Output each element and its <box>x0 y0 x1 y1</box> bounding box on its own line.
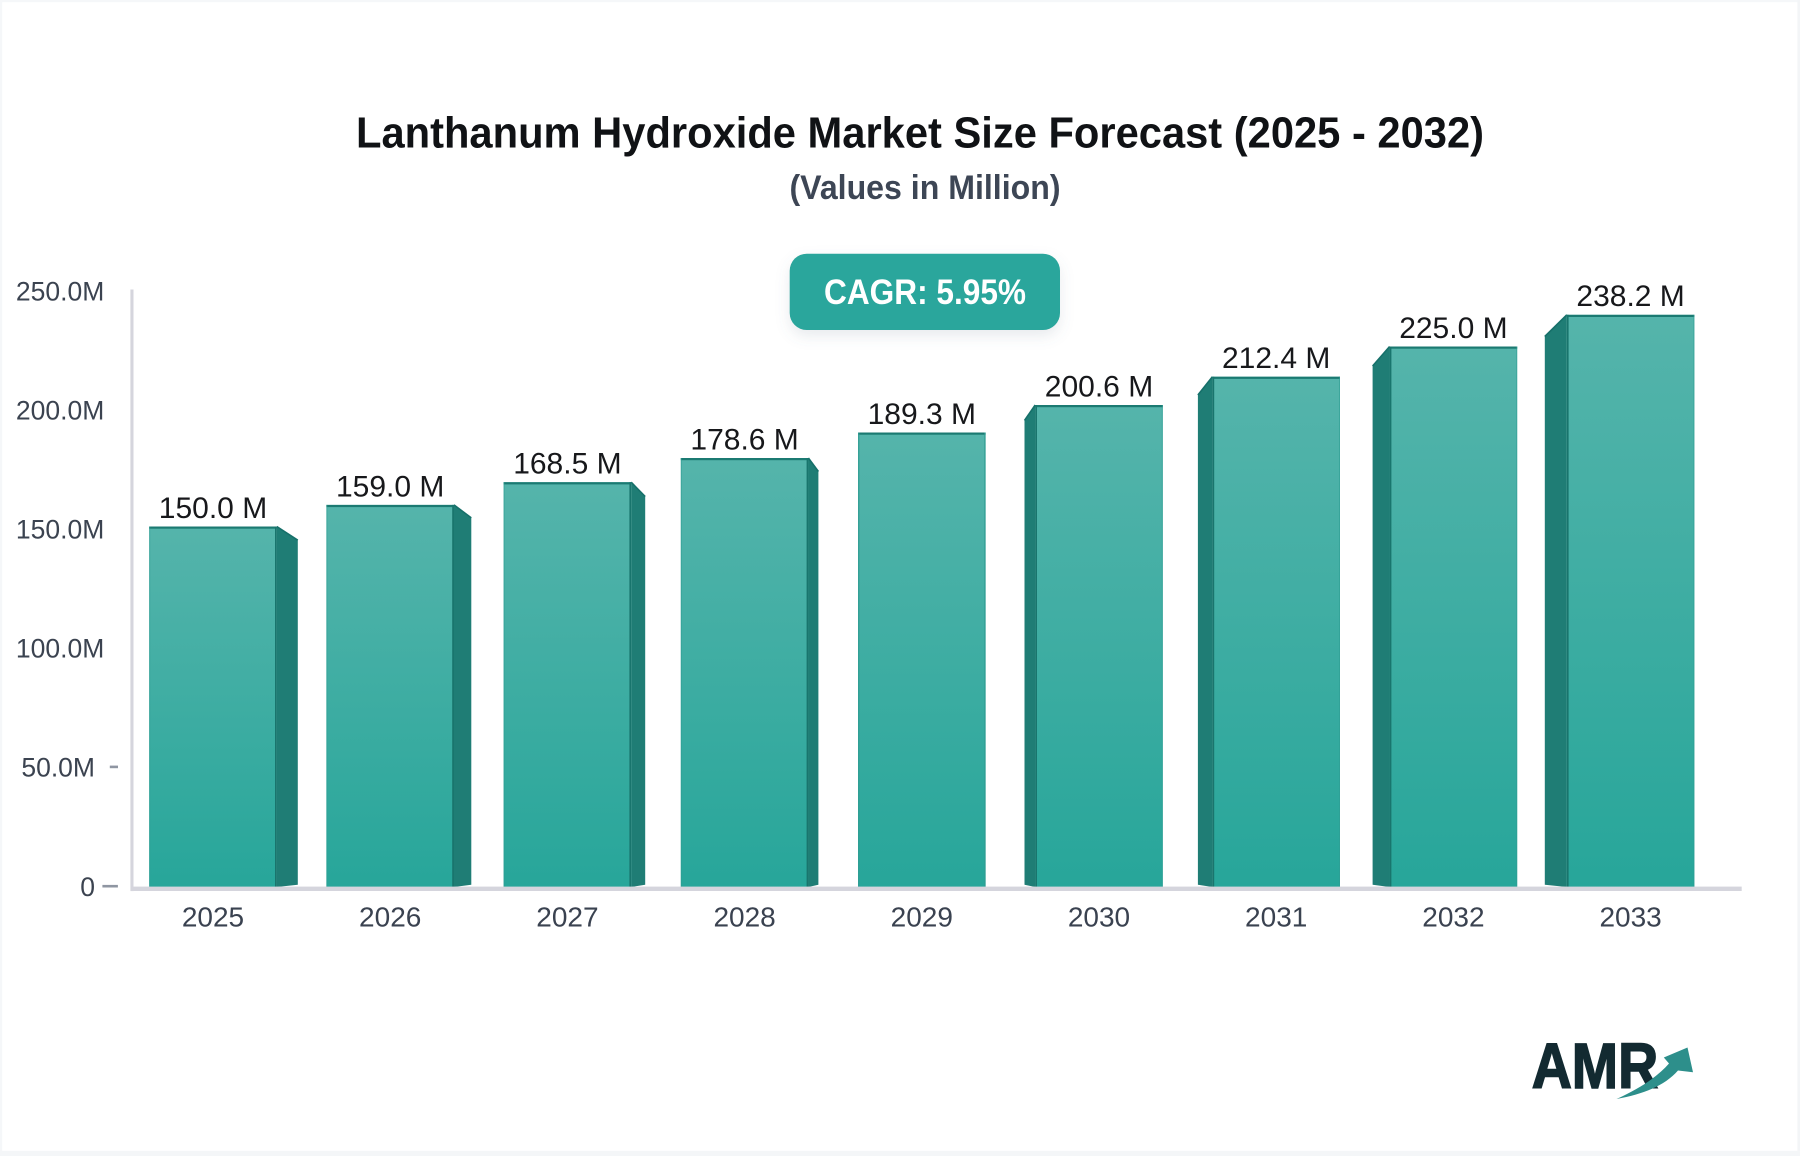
svg-text:50.0M: 50.0M <box>21 753 95 783</box>
svg-text:212.4 M: 212.4 M <box>1222 342 1330 375</box>
svg-text:189.3 M: 189.3 M <box>868 398 976 431</box>
svg-text:159.0 M: 159.0 M <box>336 470 444 503</box>
svg-text:2032: 2032 <box>1422 902 1484 933</box>
svg-text:Lanthanum Hydroxide Market Siz: Lanthanum Hydroxide Market Size Forecast… <box>356 109 1484 158</box>
svg-text:AMR: AMR <box>1532 1030 1659 1102</box>
svg-text:200.0M: 200.0M <box>16 395 104 425</box>
svg-text:2029: 2029 <box>891 902 953 933</box>
svg-text:2026: 2026 <box>359 902 421 933</box>
svg-text:(Values in Million): (Values in Million) <box>790 169 1061 207</box>
svg-text:CAGR: 5.95%: CAGR: 5.95% <box>824 273 1026 312</box>
svg-text:2033: 2033 <box>1599 902 1661 933</box>
svg-text:2028: 2028 <box>713 902 775 933</box>
svg-text:150.0M: 150.0M <box>16 515 104 545</box>
svg-text:2030: 2030 <box>1068 902 1130 933</box>
svg-text:2025: 2025 <box>182 902 244 933</box>
svg-text:168.5 M: 168.5 M <box>513 448 621 481</box>
svg-text:178.6 M: 178.6 M <box>690 423 798 456</box>
svg-text:238.2 M: 238.2 M <box>1576 280 1684 313</box>
svg-text:150.0 M: 150.0 M <box>159 492 267 525</box>
svg-text:200.6 M: 200.6 M <box>1045 370 1153 403</box>
svg-text:2031: 2031 <box>1245 902 1307 933</box>
svg-text:0: 0 <box>80 872 95 902</box>
svg-text:225.0 M: 225.0 M <box>1399 312 1507 345</box>
svg-text:2027: 2027 <box>536 902 598 933</box>
svg-text:250.0M: 250.0M <box>16 276 104 306</box>
svg-text:100.0M: 100.0M <box>16 634 104 664</box>
